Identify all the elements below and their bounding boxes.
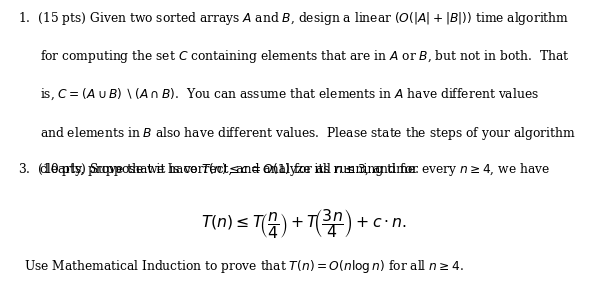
- Text: for computing the set $C$ containing elements that are in $A$ or $B$, but not in: for computing the set $C$ containing ele…: [40, 48, 568, 65]
- Text: is, $C = (A \cup B) \setminus (A \cap B)$.  You can assume that elements in $A$ : is, $C = (A \cup B) \setminus (A \cap B)…: [40, 86, 539, 102]
- Text: 3.  (10 pts) Suppose we have $T(n) \leq c = O(1)$ for all $n \leq 3$, and for ev: 3. (10 pts) Suppose we have $T(n) \leq c…: [18, 161, 550, 178]
- Text: $T(n) \leq T\!\left(\dfrac{n}{4}\right) + T\!\left(\dfrac{3n}{4}\right) + c \cdo: $T(n) \leq T\!\left(\dfrac{n}{4}\right) …: [201, 207, 407, 240]
- Text: clearly, prove that it is correct, and analyze its running time.: clearly, prove that it is correct, and a…: [40, 163, 418, 176]
- Text: and elements in $B$ also have different values.  Please state the steps of your : and elements in $B$ also have different …: [40, 125, 575, 142]
- Text: 1.  (15 pts) Given two sorted arrays $A$ and $B$, design a linear $(O(|A|+|B|))$: 1. (15 pts) Given two sorted arrays $A$ …: [18, 10, 570, 27]
- Text: Use Mathematical Induction to prove that $T(n) = O(n\log n)$ for all $n \geq 4$.: Use Mathematical Induction to prove that…: [24, 258, 465, 275]
